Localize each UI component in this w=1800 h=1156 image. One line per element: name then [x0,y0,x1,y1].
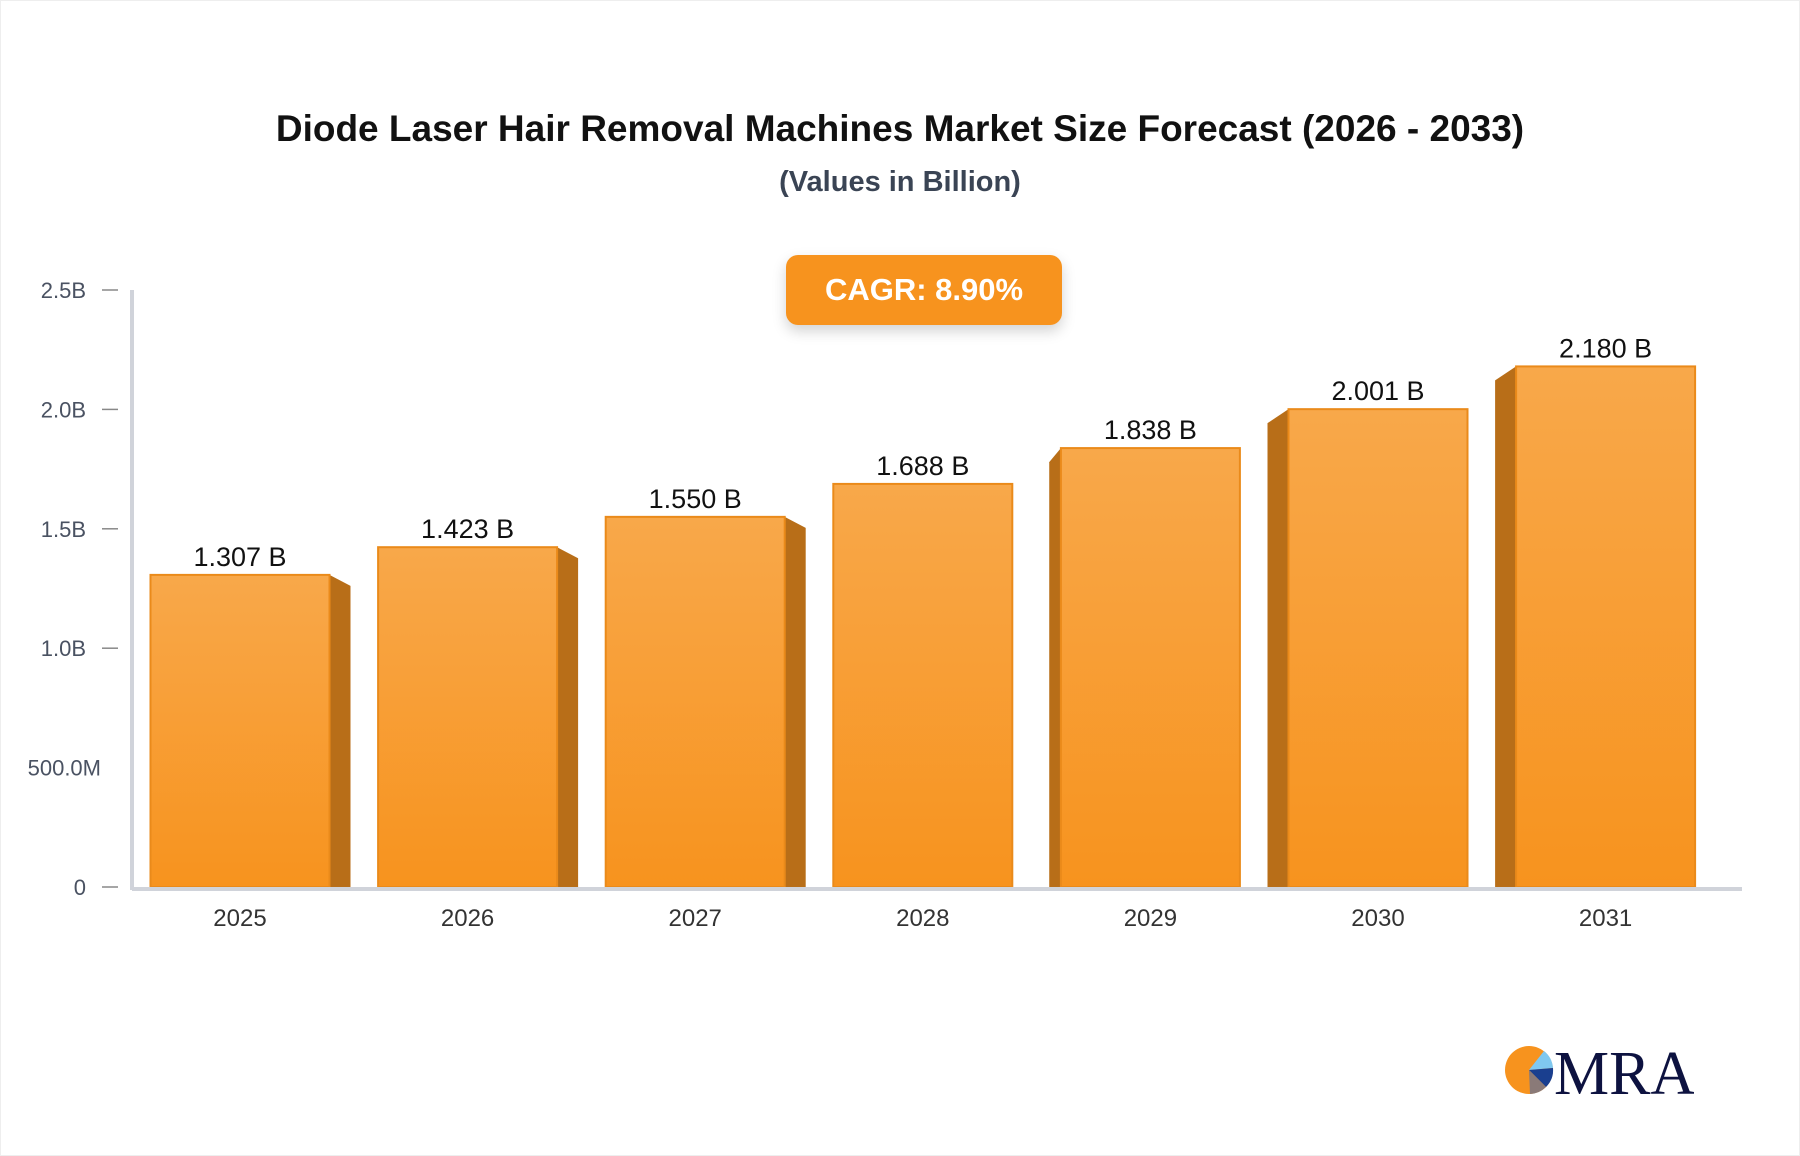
bar-side [784,516,806,887]
bar-2027: 1.550 B [604,484,806,888]
x-tick-label: 2029 [1124,905,1177,932]
bar [1515,365,1697,888]
bar [377,546,559,889]
logo-text: MRA [1554,1040,1694,1100]
bar [1059,447,1241,888]
data-label: 1.838 B [1104,415,1197,445]
y-axis: 0 500.0M 1.0B 1.5B 2.0B 2.5B [28,278,134,900]
data-label: 1.550 B [649,484,742,514]
bar-2026: 1.423 B [377,514,579,889]
bar-2025: 1.307 B [149,542,351,889]
bar [832,482,1014,888]
data-label: 1.423 B [421,514,514,544]
y-tick-label: 1.0B [41,636,86,661]
bar-2030: 2.001 B [1267,376,1469,888]
bar-2029: 1.838 B [1049,415,1241,888]
bar [149,573,331,889]
x-tick-label: 2030 [1351,905,1404,932]
x-tick-label: 2031 [1579,905,1632,932]
data-label: 1.307 B [193,542,286,572]
mra-logo: MRA [1505,1040,1694,1100]
cagr-badge: CAGR: 8.90% [786,255,1062,325]
bar-side [1495,366,1517,887]
bar-2031: 2.180 B [1495,333,1697,888]
bar-side [329,574,351,887]
y-tick-label: 1.5B [41,517,86,542]
y-tick-label: 2.0B [41,397,86,422]
x-tick-label: 2028 [896,905,949,932]
bar [1287,408,1469,888]
y-tick-label: 0 [74,875,86,900]
bar-side [1049,448,1061,887]
x-tick-label: 2026 [441,905,494,932]
x-axis: 2025 2026 2027 2028 2029 2030 2031 [132,887,1742,932]
bar-2028: 1.688 B [832,451,1014,888]
data-label: 2.001 B [1331,376,1424,406]
chart-subtitle: (Values in Billion) [779,166,1021,198]
bar-side [557,547,579,887]
data-label: 2.180 B [1559,333,1652,363]
y-tick-label: 2.5B [41,278,86,303]
bar-side [1267,409,1289,887]
data-label: 1.688 B [876,451,969,481]
bar [604,515,786,888]
x-tick-label: 2027 [669,905,722,932]
bars: 1.307 B 1.423 B 1.550 B 1.688 B 1.838 B 2.001… [149,333,1697,889]
x-tick-label: 2025 [213,905,266,932]
chart-title: Diode Laser Hair Removal Machines Market… [275,108,1525,149]
y-tick-label: 500.0M [28,756,101,781]
